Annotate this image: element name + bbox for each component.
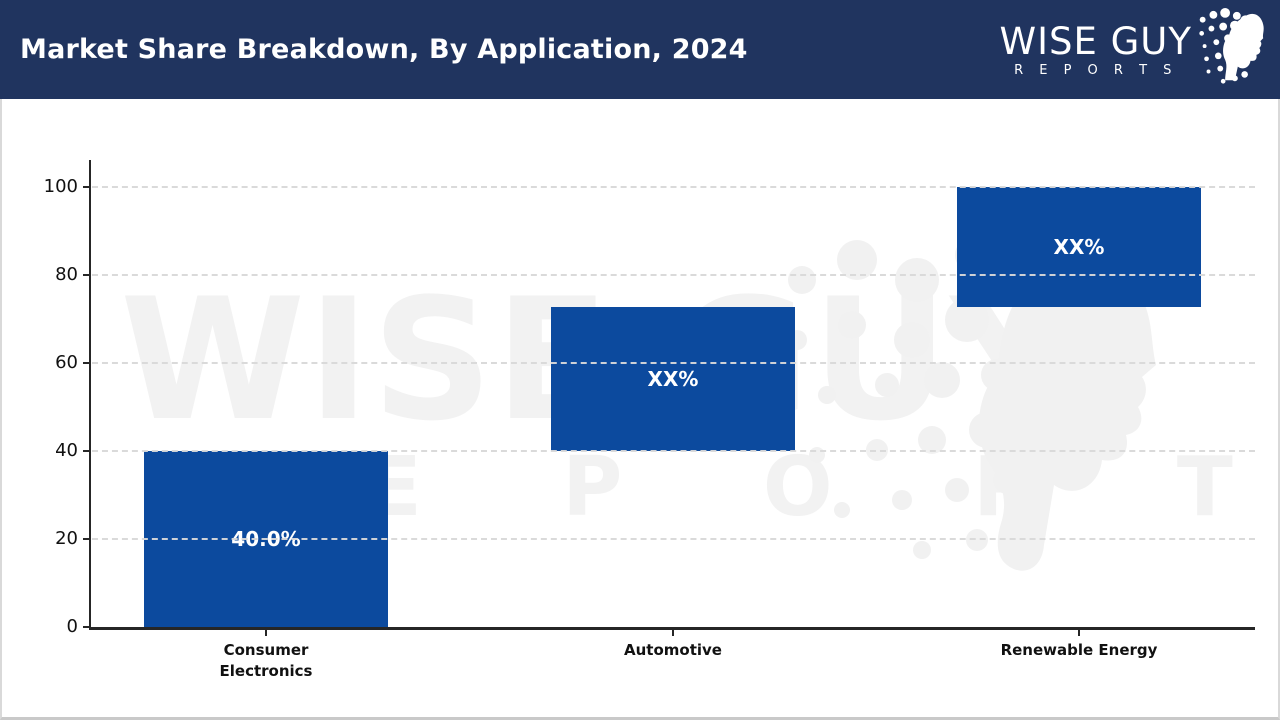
- y-axis-spine: [89, 160, 91, 629]
- y-tick-label-80: 80: [55, 264, 78, 285]
- y-tick-0: [83, 626, 90, 628]
- wiseguy-logo-text: WISE GUY R E P O R T S: [1000, 23, 1192, 77]
- bar-automotive: XX%: [551, 307, 795, 451]
- y-tick-80: [83, 274, 90, 276]
- gridline-40: [92, 450, 1255, 452]
- gridline-60: [92, 362, 1255, 364]
- wiseguy-head-icon: [1199, 7, 1264, 84]
- x-label-consumer-electronics: Consumer Electronics: [219, 641, 313, 680]
- y-tick-20: [83, 538, 90, 540]
- x-label-automotive: Automotive: [624, 641, 722, 659]
- y-tick-100: [83, 186, 90, 188]
- wiseguy-logo: WISE GUY R E P O R T S: [1000, 7, 1266, 92]
- gridline-100: [92, 186, 1255, 188]
- y-tick-label-0: 0: [66, 616, 78, 637]
- header: Market Share Breakdown, By Application, …: [0, 0, 1280, 99]
- page-title: Market Share Breakdown, By Application, …: [20, 34, 748, 65]
- x-tick-renewable-energy: [1078, 629, 1080, 636]
- x-tick-consumer-electronics: [265, 629, 267, 636]
- x-label-renewable-energy: Renewable Energy: [1000, 641, 1158, 659]
- bar-renewable-energy: XX%: [957, 187, 1201, 308]
- x-tick-automotive: [672, 629, 674, 636]
- y-tick-40: [83, 450, 90, 452]
- y-tick-60: [83, 362, 90, 364]
- watermark-head-icon: [787, 238, 1156, 571]
- gridline-80: [92, 274, 1255, 276]
- y-tick-label-40: 40: [55, 440, 78, 461]
- logo-subtitle: R E P O R T S: [1014, 62, 1178, 78]
- y-tick-label-60: 60: [55, 352, 78, 373]
- x-axis-spine: [89, 627, 1255, 630]
- y-tick-label-20: 20: [55, 528, 78, 549]
- logo-title: WISE GUY: [999, 19, 1192, 63]
- gridline-20: [92, 538, 1255, 540]
- bar-value-label: XX%: [1053, 235, 1105, 260]
- y-tick-label-100: 100: [43, 176, 78, 197]
- bar-value-label: XX%: [647, 367, 699, 392]
